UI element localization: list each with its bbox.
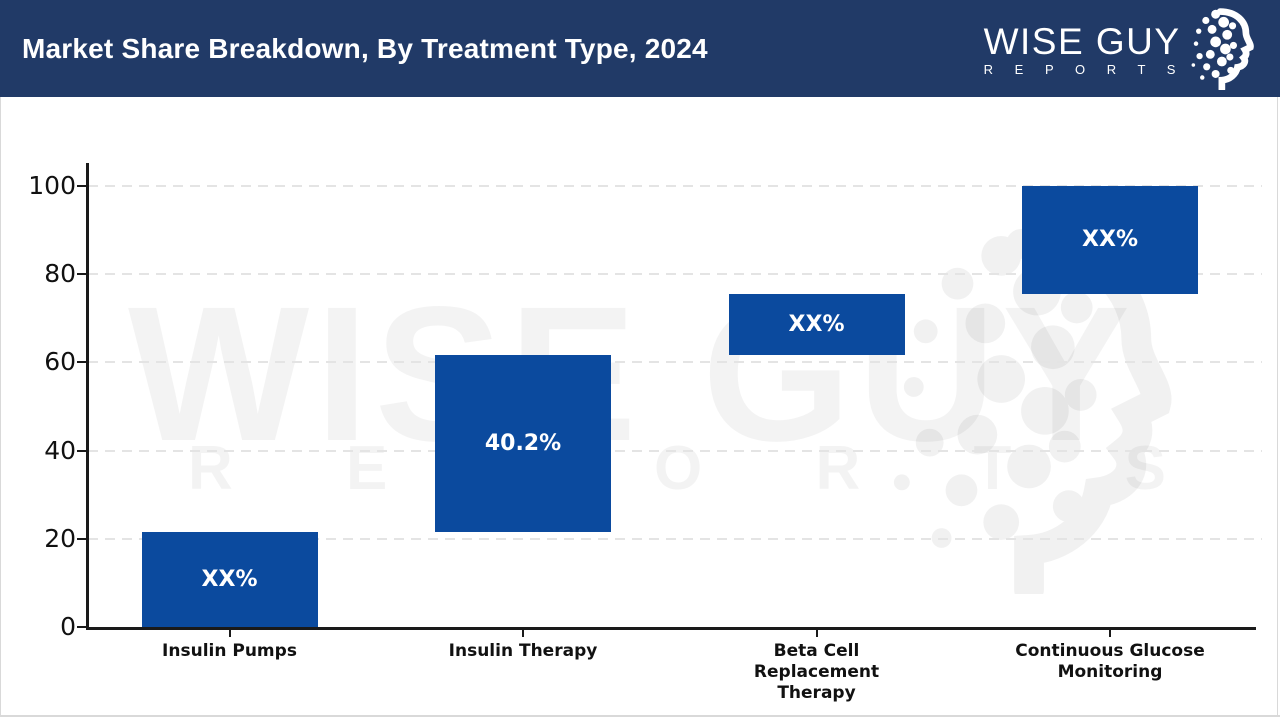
bar-continuous-glucose-monitoring: XX%	[1022, 186, 1198, 294]
y-tick-label-20: 20	[44, 523, 76, 553]
y-tick-mark-0	[77, 626, 86, 628]
x-axis-spine	[86, 627, 1256, 630]
bar-value-label-continuous-glucose-monitoring: XX%	[1082, 227, 1138, 253]
brand-logo-text: WISE GUY R E P O R T S	[980, 23, 1185, 76]
bar-beta-cell-replacement-therapy: XX%	[728, 293, 905, 355]
x-axis-label-line: Replacement	[753, 662, 880, 682]
card-border-right	[1277, 97, 1278, 717]
x-tick-mark-insulin-therapy	[522, 629, 524, 637]
x-axis-label-line: Monitoring	[1057, 662, 1163, 682]
y-tick-mark-20	[77, 537, 86, 540]
report-header: Market Share Breakdown, By Treatment Typ…	[0, 0, 1280, 97]
brand-logo: WISE GUY R E P O R T S	[980, 0, 1258, 97]
gridline-40	[88, 449, 1262, 452]
y-tick-label-40: 40	[44, 435, 76, 465]
bar-insulin-therapy: 40.2%	[435, 354, 611, 533]
bar-insulin-pumps: XX%	[141, 532, 318, 627]
x-axis-label-line: Therapy	[777, 683, 856, 703]
page-title: Market Share Breakdown, By Treatment Typ…	[22, 32, 708, 64]
x-axis-label-line: Insulin Pumps	[162, 641, 297, 661]
x-axis-label-line: Insulin Therapy	[448, 641, 598, 661]
x-axis-label-line: Beta Cell	[773, 641, 860, 661]
brand-subtitle: R E P O R T S	[983, 62, 1185, 77]
bar-value-label-beta-cell-replacement-therapy: XX%	[788, 311, 845, 337]
y-tick-label-80: 80	[44, 259, 76, 289]
x-axis-label-line: Continuous Glucose	[1015, 641, 1205, 661]
gridline-20	[88, 537, 1262, 540]
brand-face-icon	[1188, 7, 1258, 90]
bar-value-label-insulin-pumps: XX%	[201, 567, 258, 593]
x-tick-mark-insulin-pumps	[228, 629, 231, 637]
gridline-100	[88, 185, 1262, 187]
y-tick-mark-60	[77, 361, 86, 364]
y-tick-label-100: 100	[28, 171, 76, 200]
y-tick-mark-80	[77, 273, 86, 276]
gridline-60	[88, 361, 1262, 364]
brand-name: WISE GUY	[983, 21, 1181, 62]
x-axis-label-insulin-pumps: Insulin Pumps	[110, 641, 350, 662]
x-axis-label-beta-cell-replacement-therapy: Beta Cell Replacement Therapy	[697, 641, 937, 704]
gridline-80	[88, 273, 1262, 276]
y-tick-label-60: 60	[44, 347, 76, 377]
y-tick-mark-100	[77, 185, 86, 187]
y-tick-label-0: 0	[60, 612, 76, 641]
y-axis-spine	[86, 163, 89, 629]
x-tick-mark-continuous-glucose-monitoring	[1109, 629, 1111, 637]
x-axis-label-continuous-glucose-monitoring: Continuous Glucose Monitoring	[990, 641, 1230, 683]
watermark-reports-text: R E P O R T S	[188, 438, 1214, 500]
x-tick-mark-beta-cell-replacement-therapy	[815, 629, 818, 637]
card-border-left	[0, 97, 1, 717]
card-border-bottom	[0, 715, 1280, 717]
watermark-wise-guy-text: WISE GUY	[128, 278, 1136, 470]
y-tick-mark-40	[77, 449, 86, 452]
x-axis-label-insulin-therapy: Insulin Therapy	[403, 641, 643, 662]
bar-value-label-insulin-therapy: 40.2%	[484, 431, 562, 457]
